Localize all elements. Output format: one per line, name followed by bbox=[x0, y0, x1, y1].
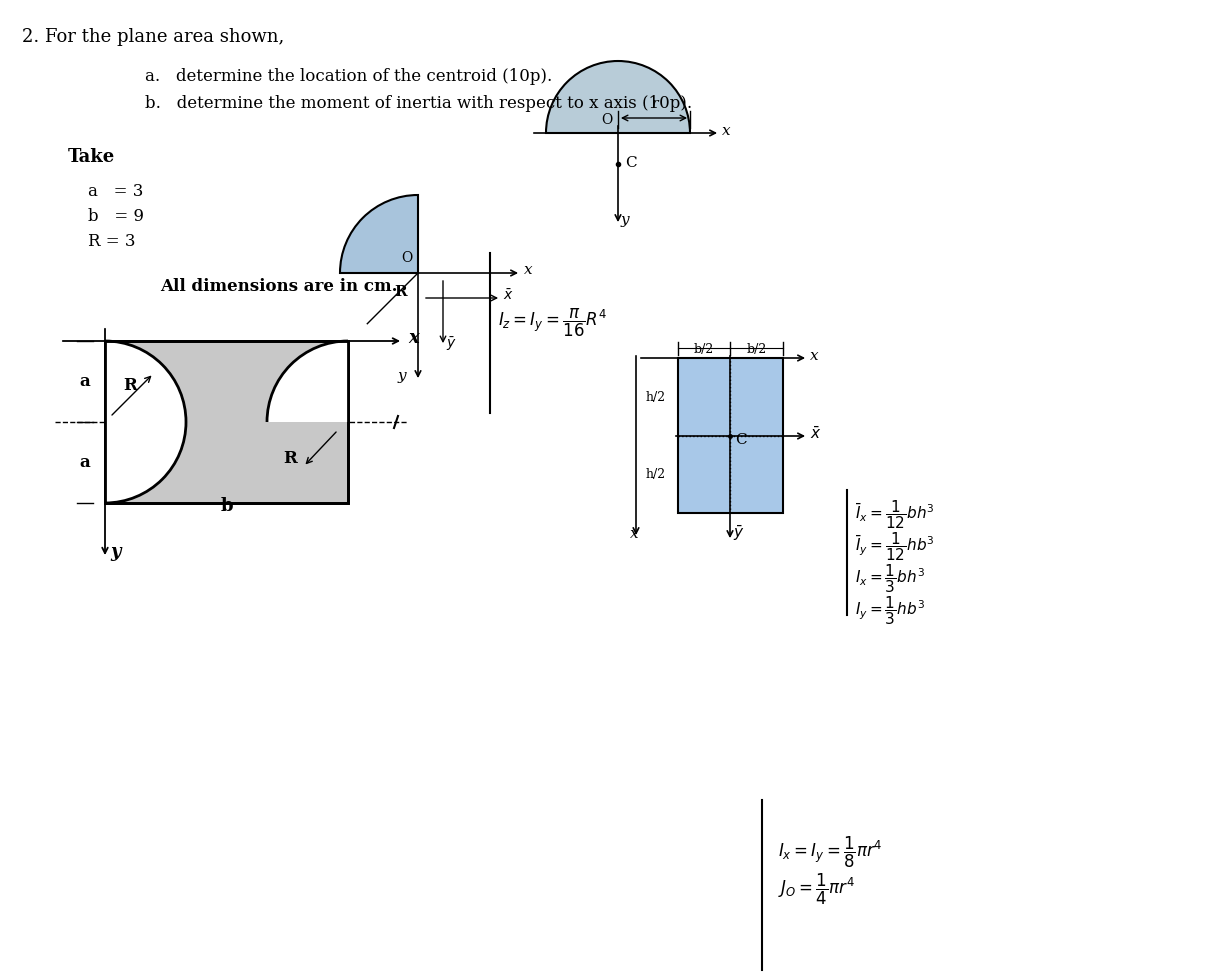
Text: C: C bbox=[625, 156, 637, 170]
Text: a: a bbox=[80, 373, 91, 390]
Bar bbox=[677, 358, 783, 513]
Text: C: C bbox=[735, 433, 746, 447]
Text: $I_x = \dfrac{1}{3}bh^3$: $I_x = \dfrac{1}{3}bh^3$ bbox=[855, 562, 925, 595]
Text: x: x bbox=[810, 349, 818, 363]
Text: x: x bbox=[722, 124, 730, 138]
Wedge shape bbox=[105, 341, 186, 503]
Text: x: x bbox=[524, 263, 533, 277]
Text: y: y bbox=[110, 543, 120, 561]
Text: $I_x = I_y = \dfrac{1}{8}\pi r^4$: $I_x = I_y = \dfrac{1}{8}\pi r^4$ bbox=[778, 835, 882, 870]
Text: y: y bbox=[621, 213, 630, 227]
Text: h/2: h/2 bbox=[646, 468, 666, 481]
Wedge shape bbox=[341, 195, 418, 273]
Text: b/2: b/2 bbox=[693, 343, 714, 356]
Text: R: R bbox=[394, 285, 407, 300]
Text: O: O bbox=[601, 113, 612, 127]
Text: 2. For the plane area shown,: 2. For the plane area shown, bbox=[22, 28, 284, 46]
Text: $J_O = \dfrac{1}{4}\pi r^4$: $J_O = \dfrac{1}{4}\pi r^4$ bbox=[778, 872, 855, 907]
Text: b.   determine the moment of inertia with respect to x axis (10p).: b. determine the moment of inertia with … bbox=[145, 95, 692, 112]
Text: $\bar{x}$: $\bar{x}$ bbox=[503, 289, 513, 304]
Wedge shape bbox=[267, 341, 348, 422]
Text: a.   determine the location of the centroid (10p).: a. determine the location of the centroi… bbox=[145, 68, 552, 85]
Text: R = 3: R = 3 bbox=[88, 233, 136, 250]
Text: $\bar{y}$: $\bar{y}$ bbox=[733, 523, 745, 543]
Text: r: r bbox=[650, 97, 658, 111]
Text: O: O bbox=[402, 251, 413, 265]
Text: $\bar{x}$: $\bar{x}$ bbox=[810, 426, 822, 442]
Text: x: x bbox=[408, 329, 419, 347]
Text: $\bar{I}_y = \dfrac{1}{12}hb^3$: $\bar{I}_y = \dfrac{1}{12}hb^3$ bbox=[855, 530, 935, 562]
Text: $\bar{I}_x = \dfrac{1}{12}bh^3$: $\bar{I}_x = \dfrac{1}{12}bh^3$ bbox=[855, 498, 935, 531]
Text: x: x bbox=[630, 527, 638, 541]
Bar bbox=[105, 341, 348, 503]
Bar bbox=[105, 341, 348, 503]
Text: Take: Take bbox=[69, 148, 115, 166]
Text: R: R bbox=[283, 450, 296, 467]
Text: All dimensions are in cm.: All dimensions are in cm. bbox=[160, 278, 397, 295]
Text: a   = 3: a = 3 bbox=[88, 183, 143, 200]
Text: $I_y = \dfrac{1}{3}hb^3$: $I_y = \dfrac{1}{3}hb^3$ bbox=[855, 594, 925, 627]
Wedge shape bbox=[546, 61, 690, 133]
Text: $I_z = I_y = \dfrac{\pi}{16}R^4$: $I_z = I_y = \dfrac{\pi}{16}R^4$ bbox=[499, 306, 608, 340]
Text: a: a bbox=[80, 454, 91, 471]
Text: b: b bbox=[220, 497, 233, 515]
Text: R: R bbox=[122, 378, 137, 394]
Text: $\bar{y}$: $\bar{y}$ bbox=[446, 335, 457, 353]
Text: b/2: b/2 bbox=[746, 343, 767, 356]
Text: b   = 9: b = 9 bbox=[88, 208, 145, 225]
Text: y: y bbox=[397, 369, 405, 383]
Text: h/2: h/2 bbox=[646, 390, 666, 404]
